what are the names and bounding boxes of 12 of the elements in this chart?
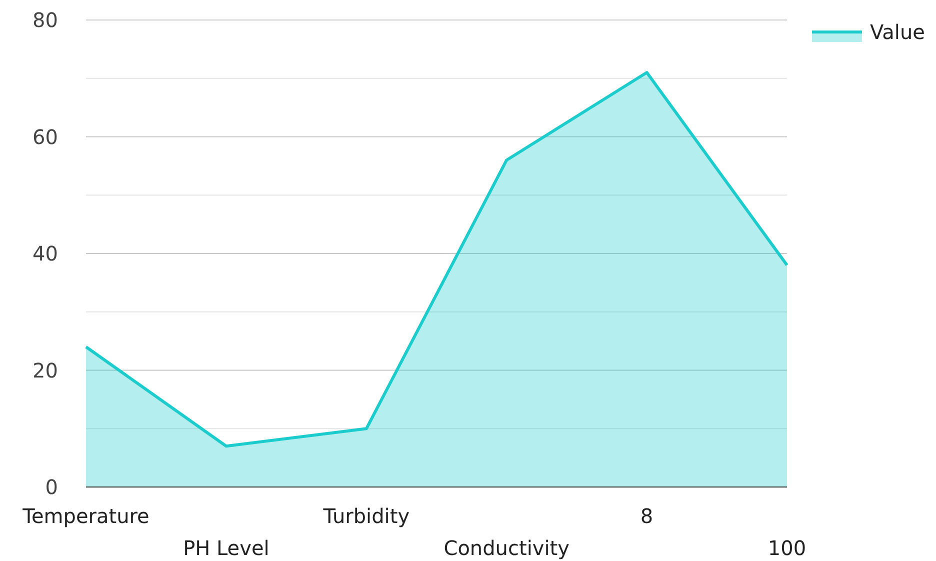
x-tick-label: Conductivity <box>444 536 570 560</box>
y-tick-label: 60 <box>32 124 58 149</box>
y-tick-label: 40 <box>32 242 58 266</box>
x-tick-label: Temperature <box>22 504 150 528</box>
x-tick-label: Turbidity <box>322 504 410 528</box>
x-tick-label: 100 <box>768 536 806 560</box>
x-tick-label: PH Level <box>183 536 270 560</box>
legend-label: Value <box>870 20 925 44</box>
y-tick-label: 80 <box>32 8 58 32</box>
y-tick-label: 0 <box>45 475 58 499</box>
x-tick-label: 8 <box>640 504 654 528</box>
y-tick-label: 20 <box>32 358 58 382</box>
